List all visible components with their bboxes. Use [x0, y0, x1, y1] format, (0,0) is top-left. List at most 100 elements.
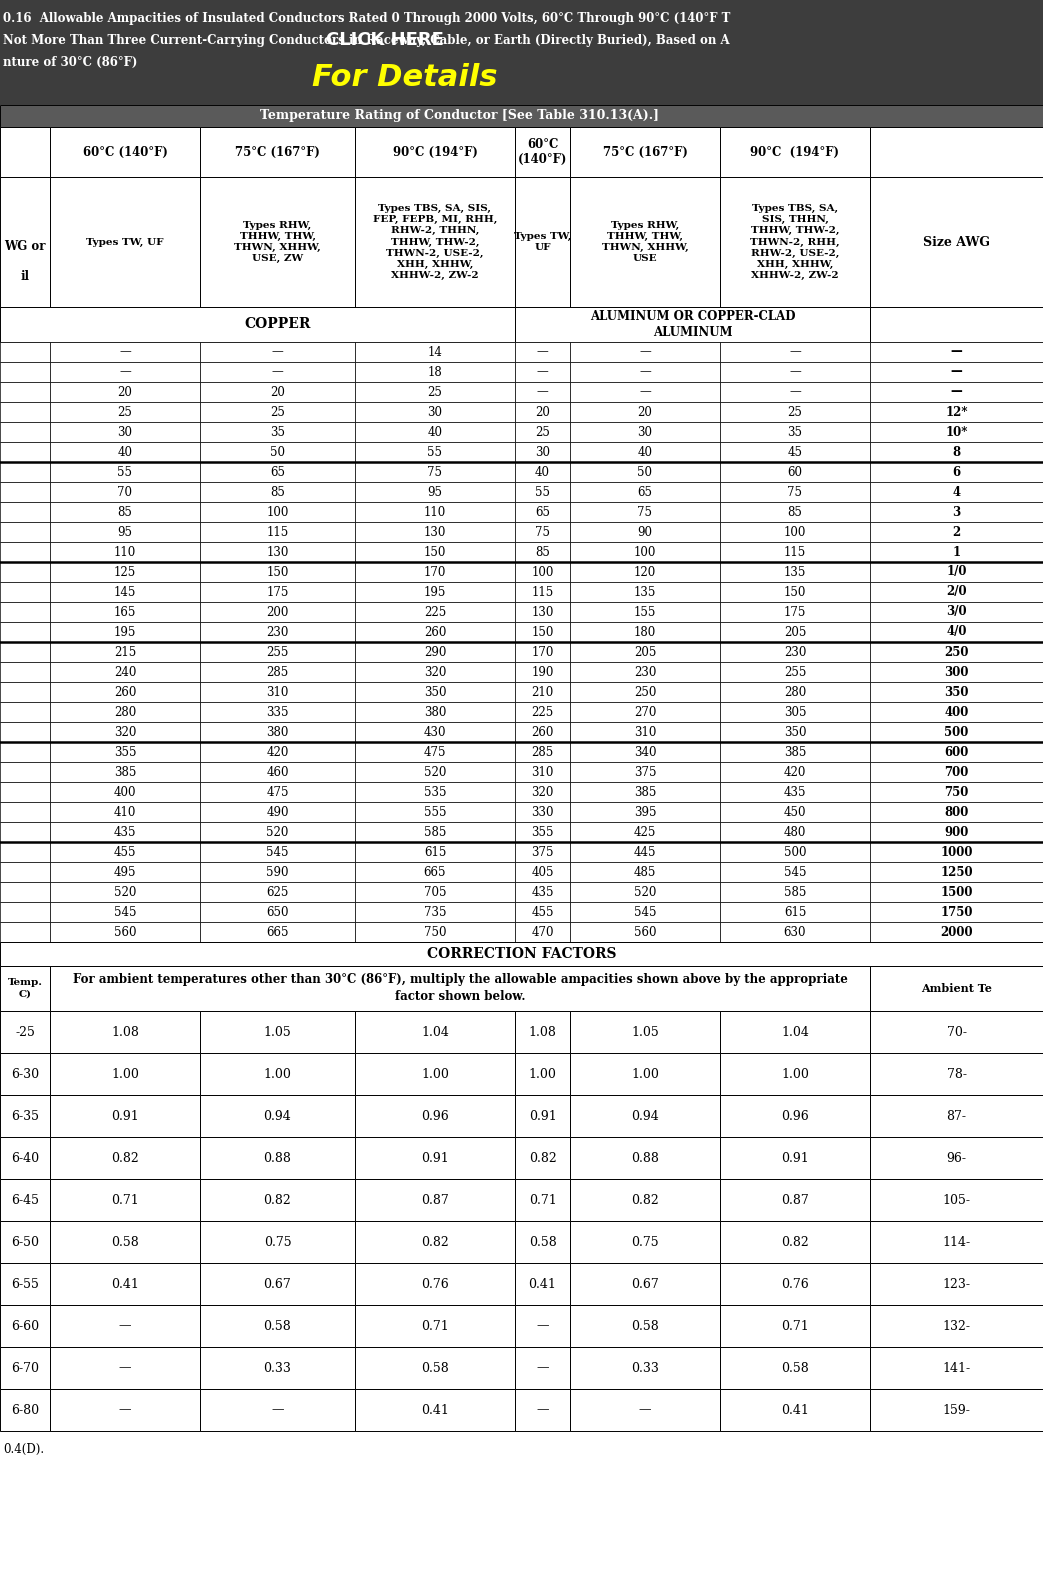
Bar — [515, 463, 571, 482]
Bar — [515, 442, 571, 463]
Text: 30: 30 — [637, 426, 653, 439]
Text: —: — — [790, 385, 801, 399]
Bar — [870, 542, 1043, 561]
Bar — [515, 703, 571, 722]
Text: 6-60: 6-60 — [10, 1320, 39, 1332]
Text: 455: 455 — [114, 846, 137, 859]
Bar — [50, 661, 200, 682]
Bar — [50, 176, 200, 307]
Bar — [50, 363, 200, 382]
Text: 60°C
(140°F): 60°C (140°F) — [517, 138, 567, 167]
Text: —: — — [271, 366, 284, 378]
Bar — [355, 603, 515, 622]
Bar — [200, 522, 355, 542]
Bar — [0, 967, 50, 1011]
Bar — [515, 582, 571, 603]
Text: 30: 30 — [428, 405, 442, 418]
Text: —: — — [271, 345, 284, 358]
Text: 1.00: 1.00 — [421, 1067, 448, 1081]
Text: 3/0: 3/0 — [946, 606, 967, 619]
Text: 375: 375 — [531, 846, 554, 859]
Bar — [50, 1347, 200, 1390]
Text: 1.00: 1.00 — [264, 1067, 291, 1081]
Bar — [50, 902, 200, 922]
Text: 0.91: 0.91 — [529, 1110, 556, 1123]
Text: 1.00: 1.00 — [781, 1067, 809, 1081]
Bar — [355, 1262, 515, 1305]
Bar — [200, 922, 355, 941]
Text: 135: 135 — [783, 566, 806, 579]
Bar — [515, 1011, 571, 1053]
Bar — [355, 642, 515, 661]
Bar — [870, 1053, 1043, 1096]
Bar — [355, 722, 515, 743]
Bar — [571, 642, 720, 661]
Bar — [515, 522, 571, 542]
Text: 2: 2 — [952, 526, 961, 539]
Bar — [200, 1053, 355, 1096]
Text: 0.71: 0.71 — [112, 1194, 139, 1207]
Bar — [515, 682, 571, 703]
Text: 0.58: 0.58 — [631, 1320, 659, 1332]
Text: 375: 375 — [634, 765, 656, 779]
Text: 260: 260 — [423, 625, 446, 639]
Bar — [355, 342, 515, 363]
Text: 475: 475 — [423, 746, 446, 758]
Bar — [0, 482, 50, 502]
Bar — [200, 502, 355, 522]
Text: 40: 40 — [637, 445, 653, 458]
Bar — [720, 502, 870, 522]
Bar — [515, 1137, 571, 1180]
Bar — [355, 743, 515, 762]
Bar — [0, 941, 1043, 967]
Bar — [0, 382, 50, 402]
Bar — [200, 1305, 355, 1347]
Text: 132-: 132- — [943, 1320, 970, 1332]
Text: CLICK HERE: CLICK HERE — [326, 30, 444, 49]
Bar — [720, 1096, 870, 1137]
Text: 25: 25 — [787, 405, 802, 418]
Text: 0.16  Allowable Ampacities of Insulated Conductors Rated 0 Through 2000 Volts, 6: 0.16 Allowable Ampacities of Insulated C… — [3, 13, 730, 25]
Text: 60: 60 — [787, 466, 802, 479]
Bar — [355, 1096, 515, 1137]
Bar — [870, 822, 1043, 843]
Bar — [355, 922, 515, 941]
Text: 0.71: 0.71 — [781, 1320, 809, 1332]
Text: 405: 405 — [531, 865, 554, 879]
Text: 175: 175 — [783, 606, 806, 619]
Text: 190: 190 — [531, 666, 554, 679]
Text: 280: 280 — [784, 685, 806, 698]
Bar — [720, 902, 870, 922]
Bar — [50, 967, 870, 1011]
Bar — [0, 762, 50, 782]
Bar — [515, 482, 571, 502]
Text: 470: 470 — [531, 925, 554, 938]
Bar — [571, 1137, 720, 1180]
Text: 20: 20 — [535, 405, 550, 418]
Text: 0.4(D).: 0.4(D). — [3, 1444, 44, 1456]
Text: Types TBS, SA, SIS,
FEP, FEPB, MI, RHH,
RHW-2, THHN,
THHW, THW-2,
THWN-2, USE-2,: Types TBS, SA, SIS, FEP, FEPB, MI, RHH, … — [372, 204, 498, 280]
Bar — [571, 1305, 720, 1347]
Text: 285: 285 — [531, 746, 554, 758]
Bar — [200, 442, 355, 463]
Text: 195: 195 — [423, 585, 446, 598]
Text: 490: 490 — [266, 806, 289, 819]
Text: 1250: 1250 — [940, 865, 973, 879]
Bar — [870, 1390, 1043, 1431]
Bar — [355, 421, 515, 442]
Text: 0.82: 0.82 — [781, 1235, 809, 1248]
Text: 285: 285 — [266, 666, 289, 679]
Bar — [870, 622, 1043, 642]
Bar — [571, 1347, 720, 1390]
Text: 1.00: 1.00 — [529, 1067, 556, 1081]
Text: 12*: 12* — [945, 405, 968, 418]
Bar — [0, 1221, 50, 1262]
Text: 555: 555 — [423, 806, 446, 819]
Text: 85: 85 — [270, 485, 285, 499]
Bar — [200, 421, 355, 442]
Text: 130: 130 — [531, 606, 554, 619]
Bar — [720, 843, 870, 862]
Bar — [200, 703, 355, 722]
Text: 445: 445 — [634, 846, 656, 859]
Text: 75°C (167°F): 75°C (167°F) — [235, 146, 320, 159]
